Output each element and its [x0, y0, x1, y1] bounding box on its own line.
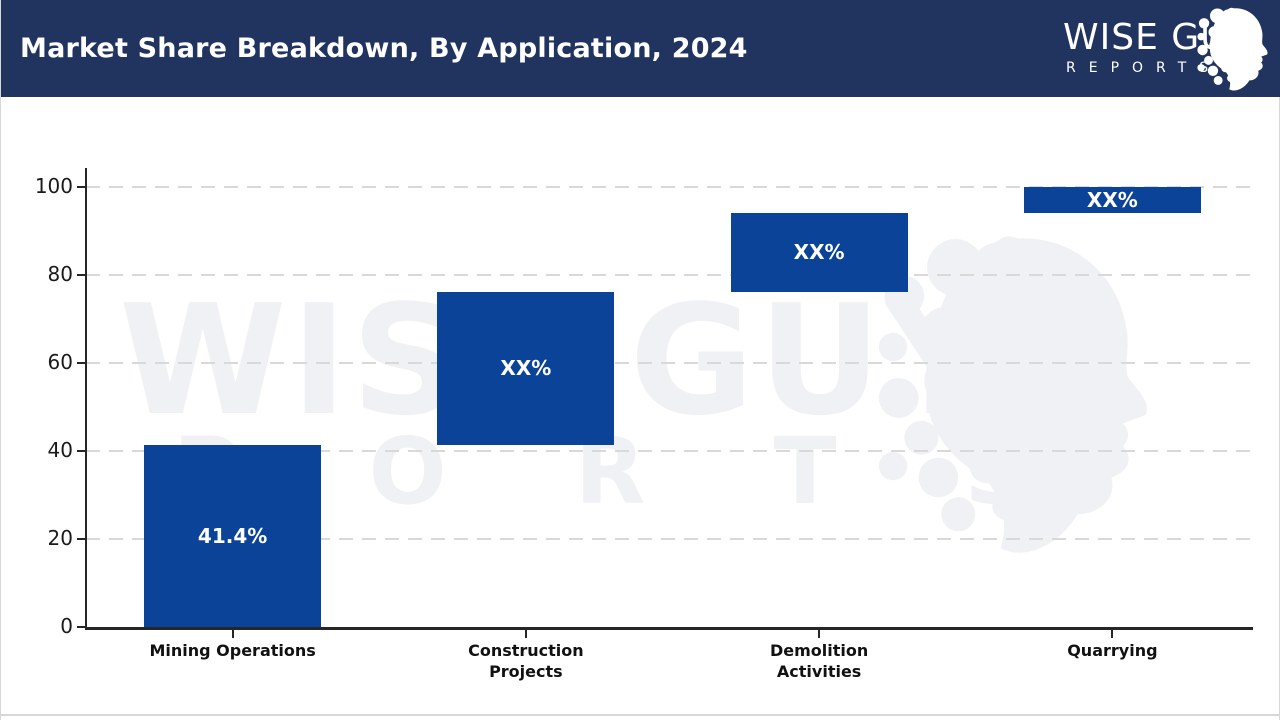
gridline-y40 — [86, 450, 1259, 452]
logo-face-icon — [1197, 7, 1268, 91]
x-tick-mark — [1111, 630, 1114, 638]
bar-value-label: 41.4% — [197, 523, 268, 548]
y-tick-label: 100 — [34, 174, 73, 198]
x-tick-mark — [818, 630, 821, 638]
gridline-y80 — [86, 274, 1259, 276]
header-bar: Market Share Breakdown, By Application, … — [1, 0, 1280, 97]
x-tick-mark — [524, 630, 527, 638]
y-tick-mark — [77, 626, 85, 628]
bar-construction-projects: XX% — [437, 292, 615, 445]
y-tick-mark — [77, 274, 85, 276]
gridline-y20 — [86, 538, 1259, 540]
y-tick-mark — [77, 450, 85, 452]
logo-subtext: REPORTS — [1066, 60, 1222, 76]
bar-value-label: XX% — [793, 240, 845, 265]
watermark-face-logo — [878, 236, 1147, 553]
y-tick-mark — [77, 362, 85, 364]
bottom-border — [1, 714, 1280, 716]
y-tick-mark — [77, 538, 85, 540]
bar-value-label: XX% — [1086, 187, 1138, 212]
bar-quarrying: XX% — [1023, 187, 1201, 213]
brand-logo: WISE GUY REPORTS — [1023, 0, 1273, 97]
y-tick-mark — [77, 186, 85, 188]
y-tick-label: 80 — [47, 262, 73, 286]
x-category-label: Construction Projects — [468, 641, 584, 681]
y-tick-label: 0 — [60, 614, 73, 638]
y-axis-line — [85, 168, 87, 629]
x-category-label: Quarrying — [1067, 641, 1158, 660]
x-category-label: Mining Operations — [149, 641, 316, 660]
y-tick-label: 20 — [47, 526, 73, 550]
y-tick-label: 40 — [47, 438, 73, 462]
bar-value-label: XX% — [500, 356, 552, 381]
y-tick-label: 60 — [47, 350, 73, 374]
chart-title: Market Share Breakdown, By Application, … — [20, 33, 748, 64]
gridline-y100 — [86, 186, 1259, 188]
x-axis-line — [85, 627, 1253, 630]
x-category-label: Demolition Activities — [769, 641, 869, 681]
x-tick-mark — [231, 630, 234, 638]
bar-mining-operations: 41.4% — [144, 444, 322, 627]
gridline-y60 — [86, 362, 1259, 364]
bar-demolition-activities: XX% — [730, 212, 908, 293]
